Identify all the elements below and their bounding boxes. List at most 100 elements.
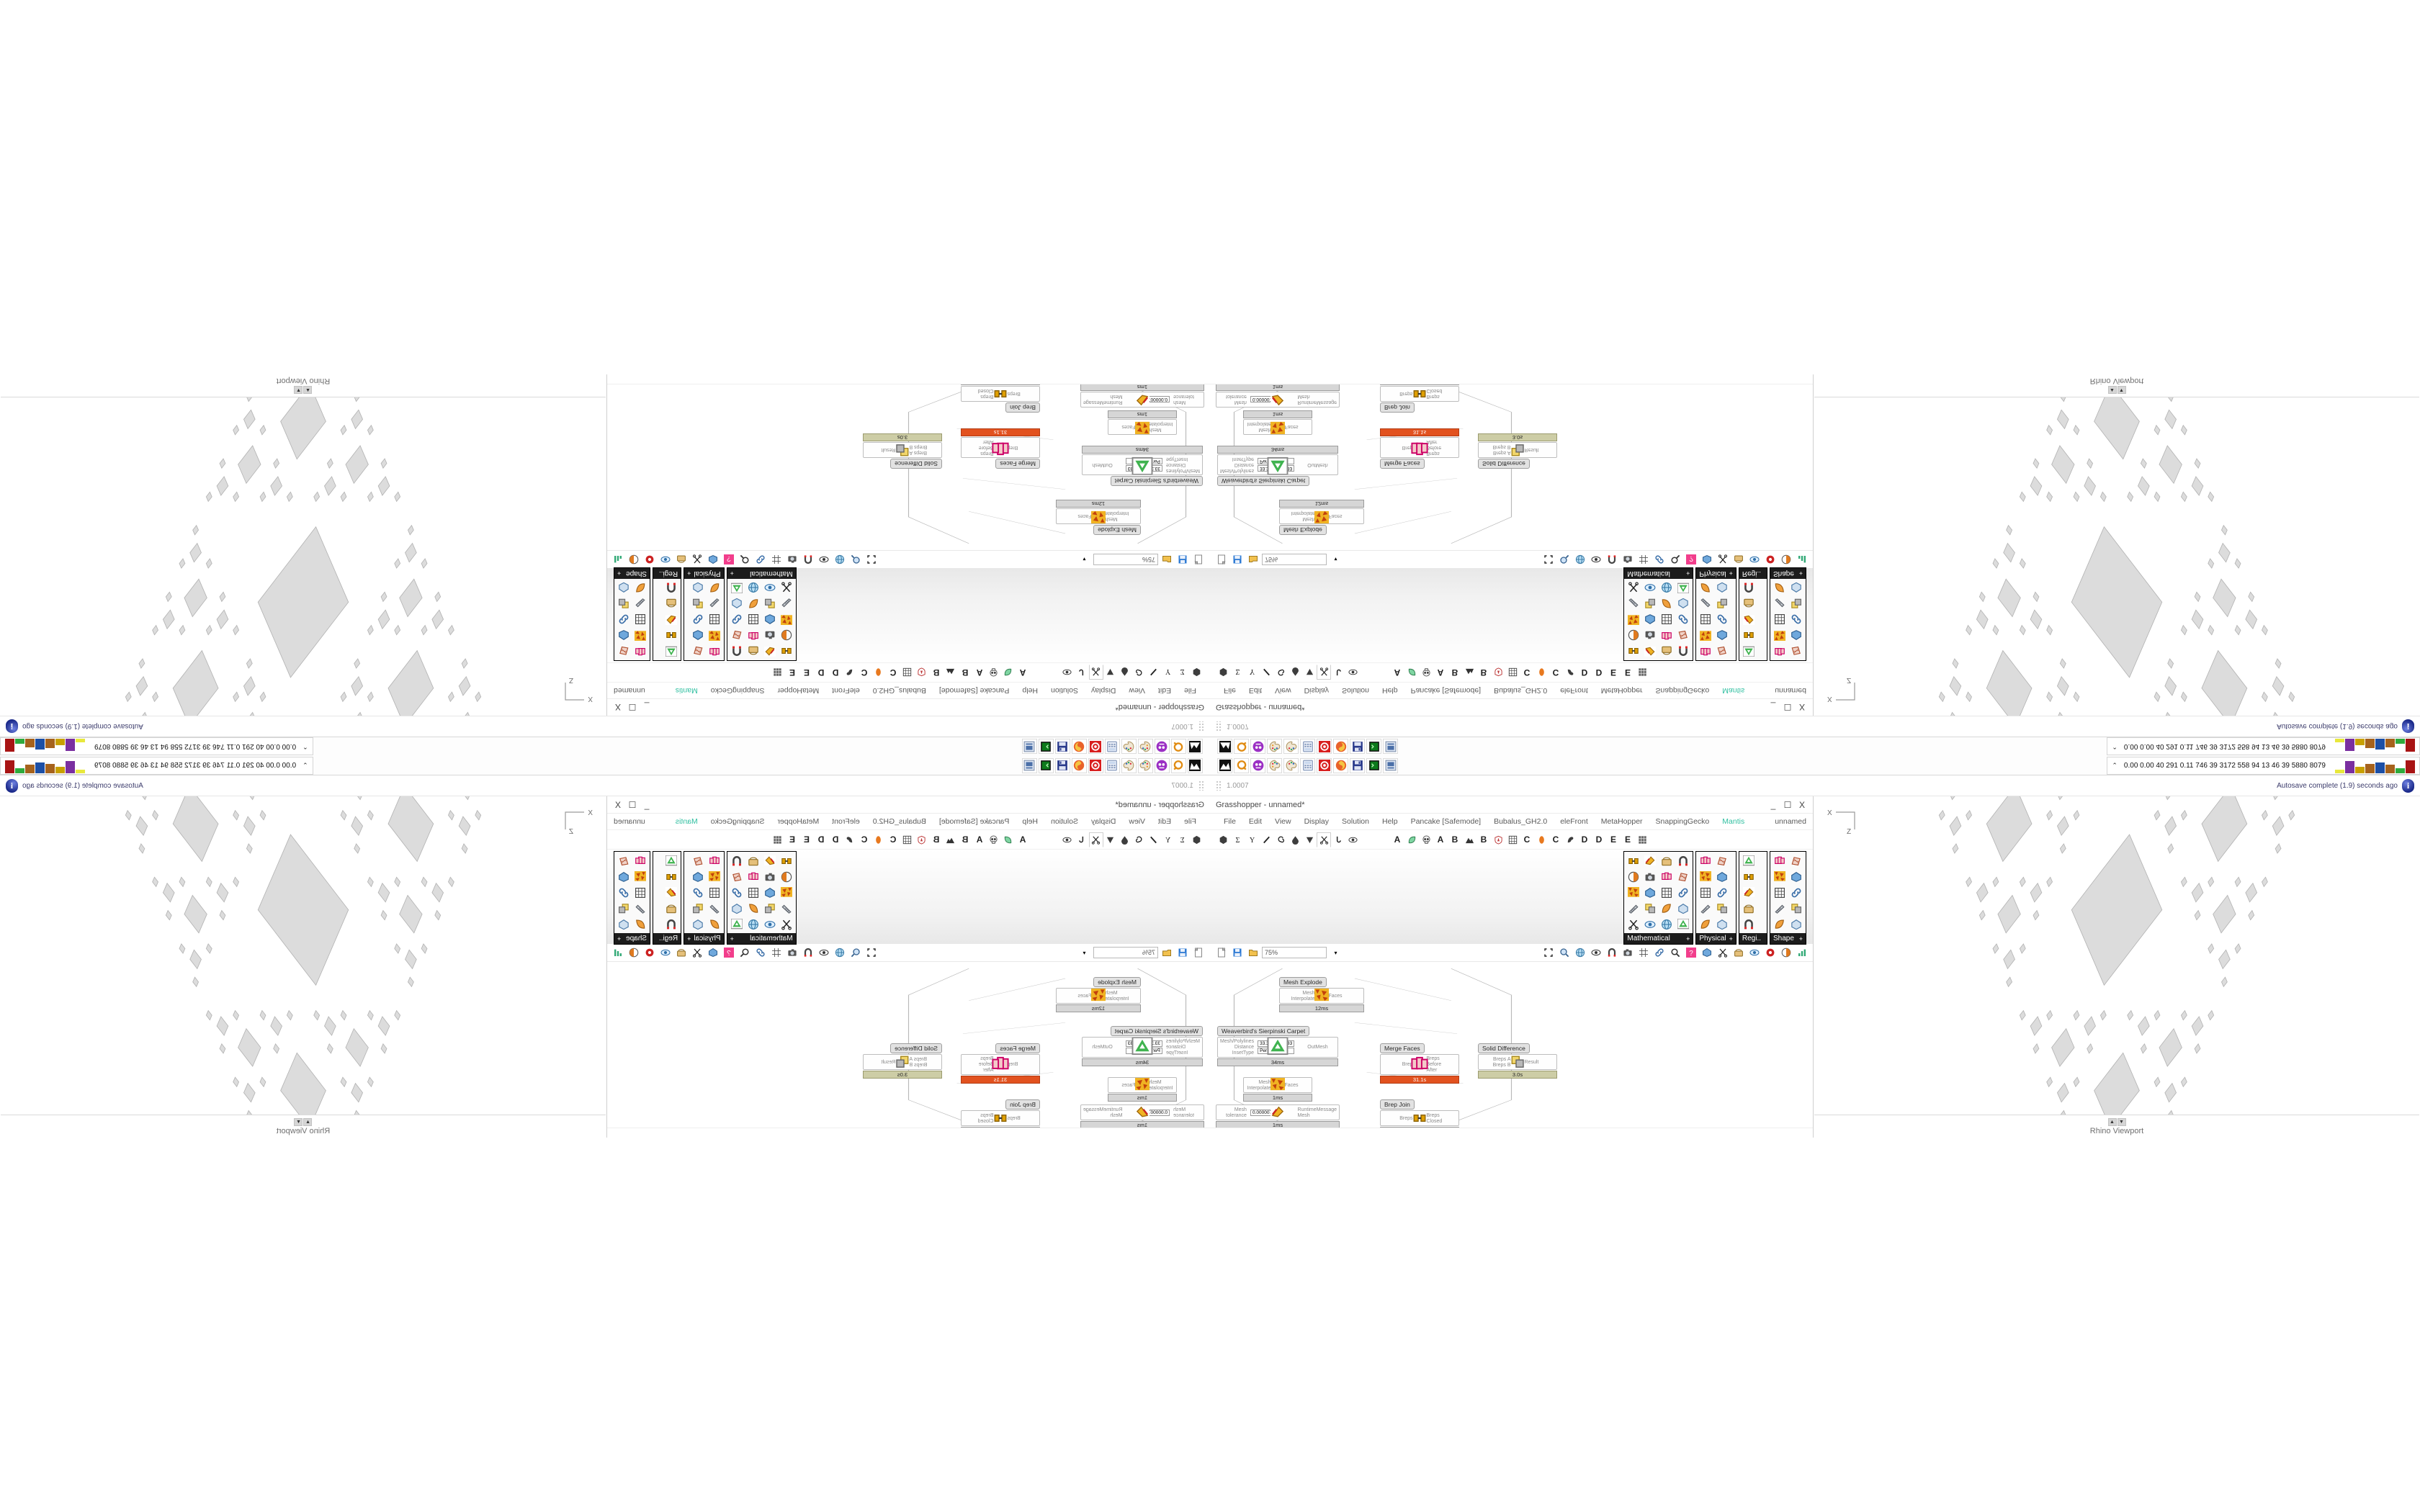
solid-diff-icon[interactable] [616, 901, 632, 916]
ribbon-group-shape[interactable]: Shape + [1770, 851, 1806, 945]
plugin-tab-a[interactable]: A [1437, 834, 1444, 845]
weld-icon[interactable] [1642, 644, 1659, 659]
calculator-icon[interactable] [1105, 739, 1120, 755]
tray-expand-icon[interactable]: ⌃ [302, 743, 308, 751]
new-file-icon[interactable] [1192, 946, 1206, 960]
scissors-icon[interactable] [778, 917, 794, 932]
globe-icon[interactable] [745, 580, 761, 595]
gh-node-output-port[interactable]: After [1426, 1068, 1438, 1073]
sigma-icon[interactable]: Σ [1175, 832, 1190, 847]
gh-node-body[interactable]: Mesh Interpolate Faces [1243, 1077, 1312, 1093]
ribbon-icon-grid[interactable] [1696, 852, 1736, 933]
geometry-icon[interactable] [1714, 580, 1731, 595]
gh-node-body[interactable]: Mesh Interpolate Faces [1056, 988, 1141, 1004]
ribbon-groups[interactable]: Mathematical + Physical + Regi.. Shape + [1623, 851, 1806, 945]
link-icon[interactable] [728, 885, 745, 900]
purple-face-icon[interactable] [1155, 757, 1170, 773]
boundary-srf-icon[interactable] [632, 917, 648, 932]
grid-icon[interactable] [900, 665, 915, 680]
geometry-icon[interactable] [1788, 580, 1804, 595]
rhino-viewport-pane[interactable]: X Z Rhino Viewport ▲ ▼ [1, 796, 606, 1138]
pink-help-icon[interactable]: ? [1684, 946, 1698, 960]
plugin-tab-b[interactable]: B [1451, 834, 1458, 845]
gh-node-body[interactable]: Mesh Interpolate Faces [1108, 419, 1177, 435]
menu-item-file[interactable]: File [1184, 686, 1196, 695]
rhino-viewport[interactable]: X Z Rhino Viewport ▲ ▼ [1, 374, 606, 716]
orange-q-icon[interactable] [1234, 757, 1249, 773]
mountain-icon[interactable] [1462, 665, 1476, 680]
grid-icon[interactable] [1772, 885, 1788, 900]
menu-item-view[interactable]: View [1275, 817, 1291, 826]
face-bounds-icon[interactable] [689, 644, 706, 659]
sigma-icon[interactable]: Σ [1230, 665, 1245, 680]
preview-icon[interactable] [1747, 553, 1761, 567]
ribbon-group-label[interactable]: Shape + [1770, 568, 1806, 579]
scissors-icon[interactable] [1716, 946, 1729, 960]
camera-icon[interactable] [1642, 628, 1659, 643]
magnet-icon[interactable] [802, 553, 815, 567]
gh-node[interactable]: Weaverbird's Sierpinski Carpet Mesh/Polyl… [1217, 1024, 1338, 1066]
bake-icon[interactable] [1731, 553, 1745, 567]
viewport-tab[interactable]: Rhino Viewport ▲ ▼ [268, 1117, 339, 1135]
color-icon[interactable] [1626, 628, 1642, 643]
face-bounds-icon[interactable] [1714, 853, 1731, 868]
grid-icon[interactable] [1698, 885, 1714, 900]
gh-node[interactable]: Weaverbird's Sierpinski Carpet Mesh/Polyl… [1082, 446, 1203, 488]
zoom-window-icon[interactable] [1557, 946, 1571, 960]
gh-node-output-port[interactable]: Breps [1426, 1056, 1440, 1061]
plugin-tab-d[interactable]: D [1581, 667, 1588, 678]
palette-2-icon[interactable] [1121, 757, 1137, 773]
gh-node[interactable]: Mesh tolerance 0.0000076294 RuntimeMessage M… [1216, 1104, 1340, 1128]
gh-node-input-port[interactable]: Breps B [1492, 1062, 1511, 1068]
merge-faces-icon[interactable] [706, 853, 722, 868]
plugin-tab-d[interactable]: D [1595, 834, 1603, 845]
solid-diff-icon[interactable] [1714, 901, 1731, 916]
cluster-icon[interactable] [1642, 612, 1659, 627]
ribbon-group-mathematical[interactable]: Mathematical + [726, 567, 797, 661]
cone-icon[interactable] [1302, 832, 1317, 847]
link-icon[interactable] [1788, 612, 1804, 627]
menu-item-solution[interactable]: Solution [1051, 817, 1078, 826]
tray-expand-icon[interactable]: ⌃ [2112, 743, 2118, 751]
gh-node-body[interactable]: Mesh Interpolate Faces [1056, 508, 1141, 524]
ribbon-group-physical[interactable]: Physical + [684, 567, 725, 661]
face-bounds-icon[interactable] [728, 869, 745, 884]
gh-node-body[interactable]: Mesh tolerance 0.0000076294 RuntimeMessage M… [1216, 1104, 1340, 1120]
grasshopper-menubar[interactable]: File Edit View Display Solution Help Pancake [… [607, 814, 1210, 830]
cluster-icon[interactable] [1788, 869, 1804, 884]
cluster-icon[interactable] [761, 885, 778, 900]
mesh-explode-icon[interactable] [778, 885, 794, 900]
record-icon[interactable] [643, 553, 657, 567]
gh-node[interactable]: Solid Difference Breps A Breps B Result 3.0s [863, 1041, 942, 1079]
clean-tree-icon[interactable] [778, 596, 794, 611]
merge-faces-icon[interactable] [632, 853, 648, 868]
solid-diff-icon[interactable] [1642, 596, 1659, 611]
merge-faces-icon[interactable] [1772, 644, 1788, 659]
menu-item-pancake-safemode[interactable]: Pancake [Safemode] [938, 817, 1010, 826]
viewport-tabbar[interactable]: Rhino Viewport ▲ ▼ [1, 1115, 606, 1138]
boundary-srf-icon[interactable] [1659, 901, 1675, 916]
spiral-icon[interactable] [1273, 832, 1288, 847]
skull-icon[interactable] [1419, 665, 1433, 680]
menu-item-snappinggecko[interactable]: SnappingGecko [710, 817, 765, 826]
palette-2-icon[interactable] [1121, 739, 1137, 755]
viewport-tabbar[interactable]: Rhino Viewport ▲ ▼ [1814, 1115, 2419, 1138]
canvas-toolbar[interactable]: 75% ▾? [607, 550, 1210, 568]
weaverbird-icon[interactable] [1675, 580, 1692, 595]
magnet-icon[interactable] [1605, 553, 1618, 567]
weaverbird-icon[interactable] [663, 644, 680, 659]
geometry-icon[interactable] [689, 917, 706, 932]
geometry-icon[interactable] [616, 917, 632, 932]
gh-node-input-port[interactable]: Mesh/Polylines [1220, 1039, 1255, 1044]
ribbon-group-expand-icon[interactable]: + [617, 570, 622, 577]
record-icon[interactable] [643, 946, 657, 960]
scissors-icon[interactable] [1626, 580, 1642, 595]
zoom-window-icon[interactable] [1557, 553, 1571, 567]
ribbon-icon-grid[interactable] [1696, 579, 1736, 660]
cluster-icon[interactable] [1700, 553, 1713, 567]
ribbon-icon-grid[interactable] [1770, 579, 1806, 660]
eye-icon[interactable] [1345, 832, 1360, 847]
zoom-level-field[interactable]: 75% [1262, 947, 1327, 958]
red-ring-icon[interactable] [1317, 739, 1332, 755]
brep-join-icon[interactable] [1626, 644, 1642, 659]
